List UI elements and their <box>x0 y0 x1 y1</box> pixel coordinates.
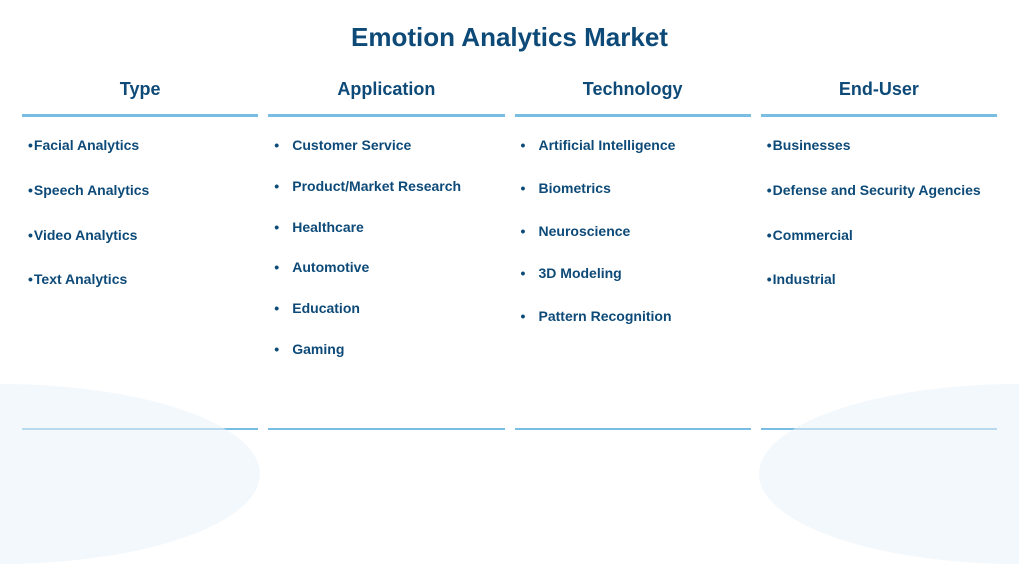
page-title: Emotion Analytics Market <box>0 0 1019 79</box>
bottom-rule <box>515 428 751 430</box>
list-item: Pattern Recognition <box>521 308 751 325</box>
item-list: Artificial Intelligence Biometrics Neurosc… <box>515 137 751 325</box>
list-item: Defense and Security Agencies <box>767 182 997 199</box>
header-rule <box>515 114 751 117</box>
item-list: Facial Analytics Speech Analytics Video An… <box>22 137 258 288</box>
column-header: Technology <box>515 79 751 114</box>
columns-container: Type Facial Analytics Speech Analytics Vide… <box>0 79 1019 382</box>
column-application: Application Customer Service Product/Marke… <box>268 79 504 382</box>
column-type: Type Facial Analytics Speech Analytics Vide… <box>22 79 258 382</box>
column-header: Application <box>268 79 504 114</box>
item-list: Businesses Defense and Security Agencies C… <box>761 137 997 288</box>
list-item: Businesses <box>767 137 997 154</box>
list-item: Text Analytics <box>28 271 258 288</box>
list-item: 3D Modeling <box>521 265 751 282</box>
list-item: Commercial <box>767 227 997 244</box>
list-item: Customer Service <box>274 137 504 154</box>
list-item: Automotive <box>274 259 504 276</box>
header-rule <box>22 114 258 117</box>
list-item: Neuroscience <box>521 223 751 240</box>
list-item: Education <box>274 300 504 317</box>
bottom-rule <box>268 428 504 430</box>
list-item: Video Analytics <box>28 227 258 244</box>
column-header: End-User <box>761 79 997 114</box>
decorative-curve-left <box>0 384 260 564</box>
list-item: Biometrics <box>521 180 751 197</box>
list-item: Gaming <box>274 341 504 358</box>
column-header: Type <box>22 79 258 114</box>
header-rule <box>761 114 997 117</box>
list-item: Speech Analytics <box>28 182 258 199</box>
list-item: Facial Analytics <box>28 137 258 154</box>
list-item: Healthcare <box>274 219 504 236</box>
decorative-curve-right <box>759 384 1019 564</box>
header-rule <box>268 114 504 117</box>
column-end-user: End-User Businesses Defense and Security A… <box>761 79 997 382</box>
item-list: Customer Service Product/Market Research H… <box>268 137 504 358</box>
list-item: Product/Market Research <box>274 178 504 195</box>
list-item: Artificial Intelligence <box>521 137 751 154</box>
column-technology: Technology Artificial Intelligence Biometr… <box>515 79 751 382</box>
list-item: Industrial <box>767 271 997 288</box>
